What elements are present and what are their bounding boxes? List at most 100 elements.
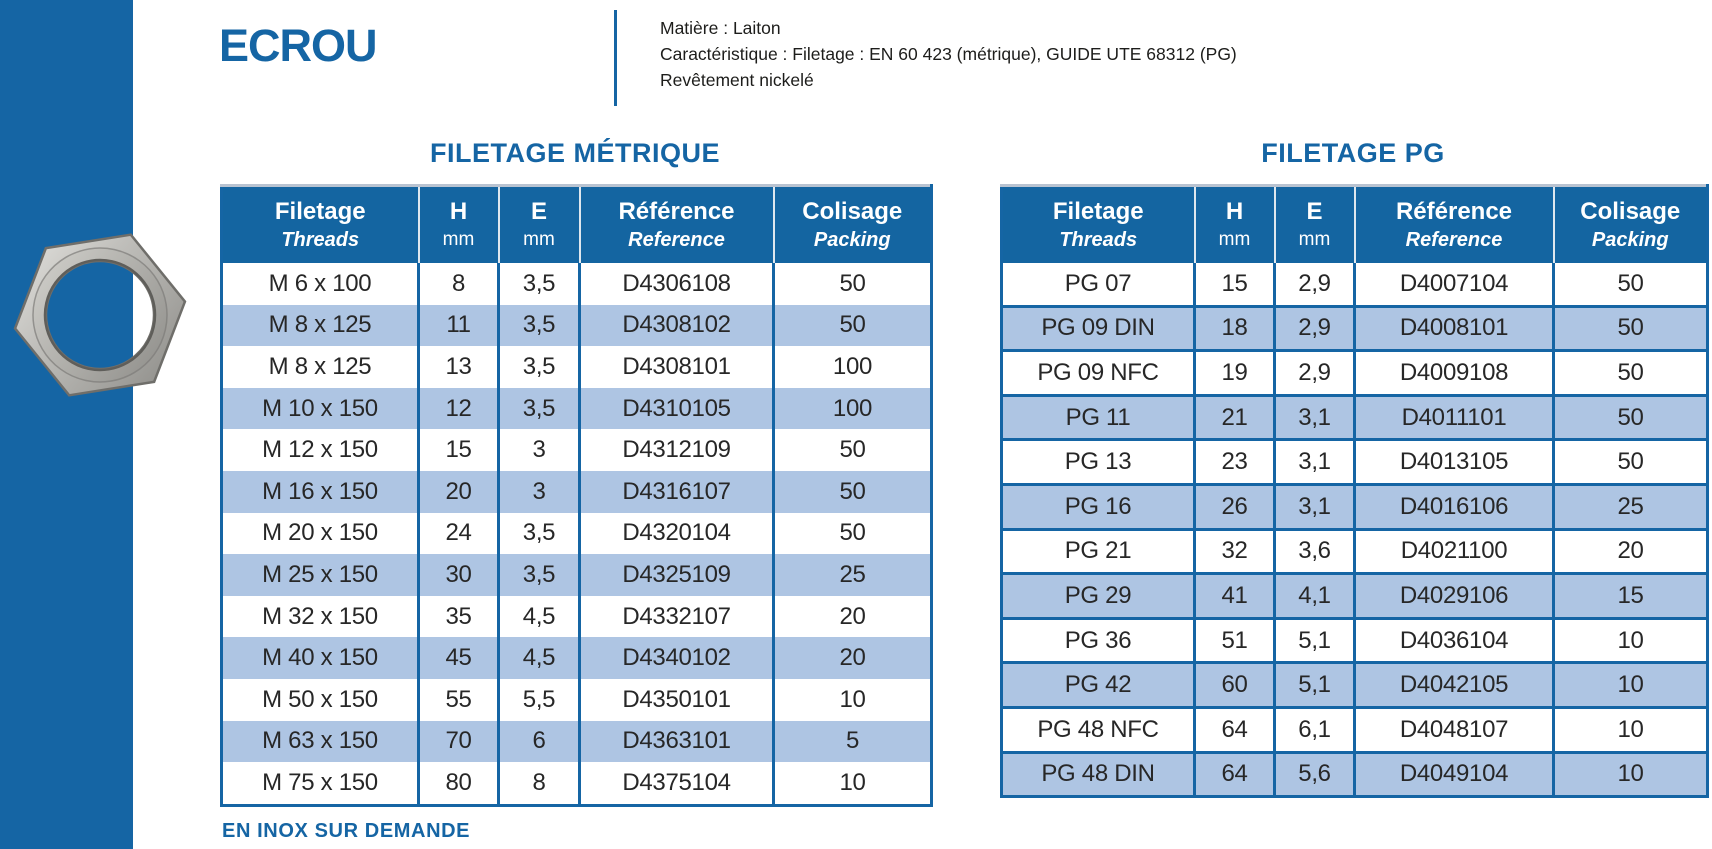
table-cell: 50 [772, 429, 932, 471]
metric-table-title: FILETAGE MÉTRIQUE [430, 138, 720, 168]
header-separator-line [614, 10, 617, 106]
table-cell: 15 [417, 429, 499, 471]
table-cell: 6 [497, 720, 580, 763]
table-cell: 3,1 [1273, 482, 1355, 530]
table-cell: 5,6 [1273, 750, 1355, 797]
table-cell: 4,1 [1273, 572, 1355, 619]
table-row: PG 09 DIN 18 2,9 D4008101 50 [1001, 304, 1708, 351]
table-cell: PG 16 [1001, 482, 1195, 530]
table-cell: 3,1 [1273, 393, 1355, 440]
table-cell: M 32 x 150 [221, 595, 419, 638]
table-cell: 10 [1552, 705, 1708, 753]
table-cell: PG 09 NFC [1001, 349, 1195, 396]
table-row: M 8 x 125 11 3,5 D4308102 50 [221, 304, 932, 347]
table-cell: PG 48 NFC [1001, 705, 1195, 753]
table-cell: 20 [417, 470, 499, 513]
table-cell: 3,5 [497, 263, 580, 305]
table-row: M 20 x 150 24 3,5 D4320104 50 [221, 512, 932, 555]
table-row: M 40 x 150 45 4,5 D4340102 20 [221, 637, 932, 679]
table-cell: 10 [1552, 661, 1708, 708]
table-cell: M 75 x 150 [221, 762, 419, 806]
table-cell: 15 [1552, 572, 1708, 619]
table-cell: 50 [772, 304, 932, 347]
table-cell: M 20 x 150 [221, 512, 419, 555]
table-cell: 20 [772, 595, 932, 638]
table-cell: 100 [772, 387, 932, 430]
footer-note: EN INOX SUR DEMANDE [222, 820, 471, 842]
table-cell: D4013105 [1353, 438, 1554, 485]
table-cell: 25 [772, 554, 932, 596]
table-cell: 3,5 [497, 512, 580, 555]
table-cell: 5,5 [497, 678, 580, 721]
table-cell: 5 [772, 720, 932, 763]
table-cell: D4320104 [578, 512, 774, 555]
table-cell: M 16 x 150 [221, 470, 419, 513]
table-cell: 3 [497, 470, 580, 513]
table-cell: 5,1 [1273, 661, 1355, 708]
table-cell: M 50 x 150 [221, 678, 419, 721]
table-cell: M 6 x 100 [221, 263, 419, 305]
table-cell: D4312109 [578, 429, 774, 471]
table-cell: D4036104 [1353, 616, 1554, 663]
table-row: M 12 x 150 15 3 D4312109 50 [221, 429, 932, 471]
table-cell: 11 [417, 304, 499, 347]
table-cell: 20 [1552, 527, 1708, 574]
column-header: Filetage Threads [1001, 185, 1195, 263]
table-cell: D4042105 [1353, 661, 1554, 708]
table-cell: PG 13 [1001, 438, 1195, 485]
table-cell: D4340102 [578, 637, 774, 679]
table-cell: M 8 x 125 [221, 304, 419, 347]
table-cell: D4325109 [578, 554, 774, 596]
table-cell: 50 [1552, 304, 1708, 351]
table-row: PG 29 41 4,1 D4029106 15 [1001, 572, 1708, 619]
info-line-matiere: Matière : Laiton [660, 18, 781, 38]
table-cell: D4308102 [578, 304, 774, 347]
table-cell: PG 29 [1001, 572, 1195, 619]
table-cell: 18 [1193, 304, 1275, 351]
table-row: M 6 x 100 8 3,5 D4306108 50 [221, 263, 932, 305]
table-cell: D4375104 [578, 762, 774, 806]
table-cell: D4363101 [578, 720, 774, 763]
table-cell: 50 [1552, 438, 1708, 485]
table-cell: 41 [1193, 572, 1275, 619]
table-cell: 3 [497, 429, 580, 471]
table-cell: 10 [1552, 616, 1708, 663]
table-cell: D4021100 [1353, 527, 1554, 574]
table-cell: 26 [1193, 482, 1275, 530]
table-row: M 63 x 150 70 6 D4363101 5 [221, 720, 932, 763]
table-row: PG 48 NFC 64 6,1 D4048107 10 [1001, 705, 1708, 753]
table-cell: D4316107 [578, 470, 774, 513]
table-cell: PG 11 [1001, 393, 1195, 440]
table-cell: M 10 x 150 [221, 387, 419, 430]
page-title: ECROU [219, 20, 378, 71]
table-cell: PG 42 [1001, 661, 1195, 708]
table-cell: M 40 x 150 [221, 637, 419, 679]
table-row: PG 07 15 2,9 D4007104 50 [1001, 263, 1708, 307]
table-cell: M 63 x 150 [221, 720, 419, 763]
table-cell: 24 [417, 512, 499, 555]
table-cell: 3,5 [497, 346, 580, 388]
table-cell: 10 [772, 678, 932, 721]
table-row: PG 36 51 5,1 D4036104 10 [1001, 616, 1708, 663]
table-cell: 64 [1193, 750, 1275, 797]
table-cell: 3,5 [497, 554, 580, 596]
table-cell: D4007104 [1353, 263, 1554, 307]
table-cell: 55 [417, 678, 499, 721]
product-info-block: Matière : Laiton Caractéristique : Filet… [660, 15, 1237, 93]
table-cell: 20 [772, 637, 932, 679]
column-header: Référence Reference [578, 185, 774, 263]
table-cell: 19 [1193, 349, 1275, 396]
table-cell: D4048107 [1353, 705, 1554, 753]
table-row: PG 48 DIN 64 5,6 D4049104 10 [1001, 750, 1708, 797]
table-cell: 10 [1552, 750, 1708, 797]
table-cell: 15 [1193, 263, 1275, 307]
table-row: M 75 x 150 80 8 D4375104 10 [221, 762, 932, 806]
pg-table-title: FILETAGE PG [1261, 138, 1445, 168]
table-cell: 51 [1193, 616, 1275, 663]
